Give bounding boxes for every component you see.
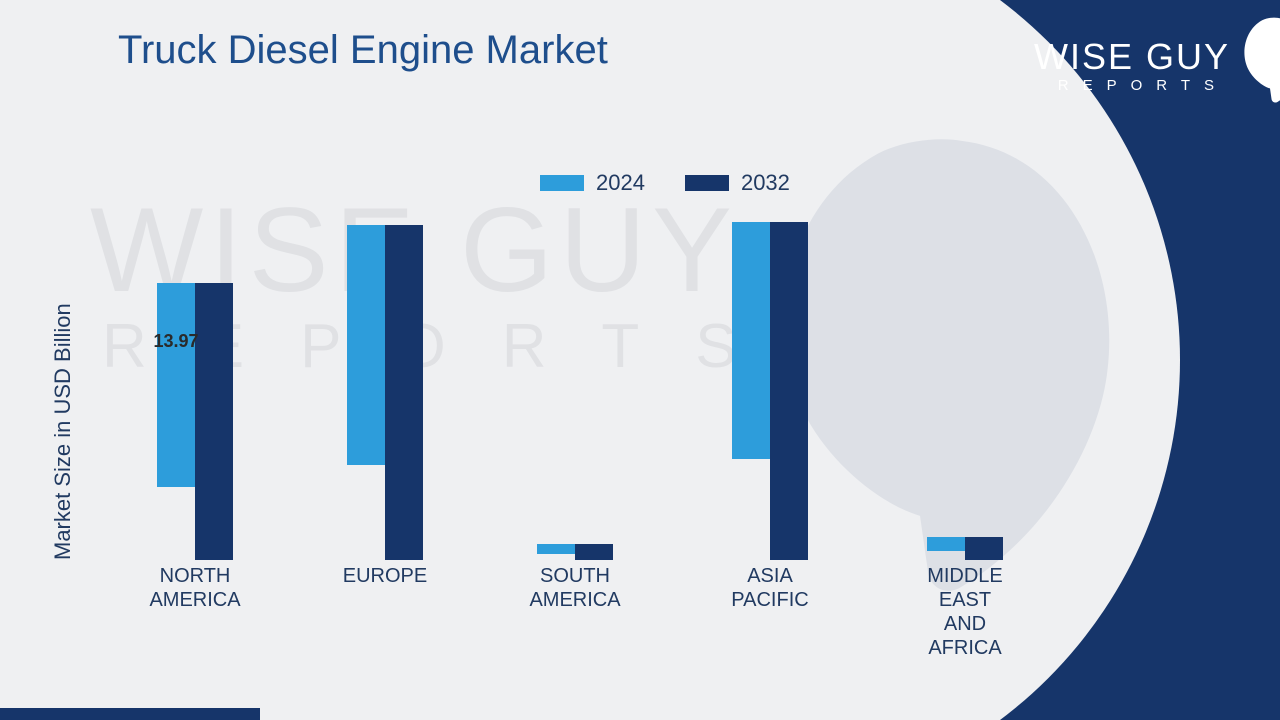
bottom-accent-bar xyxy=(0,708,260,720)
report-graphic: WISE GUY REPORTS WISE GUY REPORTS Truck … xyxy=(0,0,1280,720)
legend-item-2024: 2024 xyxy=(540,170,645,196)
logo-head-icon xyxy=(1230,14,1280,108)
plot-area: 13.97 xyxy=(110,210,1050,560)
legend: 2024 2032 xyxy=(540,170,790,196)
legend-label-2032: 2032 xyxy=(741,170,790,196)
legend-swatch-2024 xyxy=(540,175,584,191)
bar xyxy=(770,222,808,560)
chart-title: Truck Diesel Engine Market xyxy=(118,28,608,73)
bar-group xyxy=(320,225,450,560)
bar xyxy=(537,544,575,554)
brand-logo-text: WISE GUY REPORTS xyxy=(1034,38,1230,94)
bar xyxy=(347,225,385,466)
bar xyxy=(157,283,195,487)
y-axis-label: Market Size in USD Billion xyxy=(50,303,76,560)
bar-group xyxy=(900,537,1030,560)
category-label: NORTH AMERICA xyxy=(120,564,270,612)
bar-group xyxy=(130,283,260,560)
brand-logo: WISE GUY REPORTS xyxy=(980,18,1260,108)
bar xyxy=(927,537,965,552)
legend-swatch-2032 xyxy=(685,175,729,191)
value-label: 13.97 xyxy=(153,331,198,352)
legend-item-2032: 2032 xyxy=(685,170,790,196)
logo-line2: REPORTS xyxy=(1034,78,1230,94)
legend-label-2024: 2024 xyxy=(596,170,645,196)
bar xyxy=(575,544,613,560)
bar xyxy=(385,225,423,560)
bar-group xyxy=(705,222,835,560)
category-labels: NORTH AMERICA EUROPE SOUTH AMERICA ASIA PAC… xyxy=(110,564,1050,704)
bar xyxy=(965,537,1003,560)
bar-chart: 13.97 xyxy=(110,210,1050,560)
category-label: EUROPE xyxy=(310,564,460,588)
logo-line1: WISE GUY xyxy=(1034,38,1230,76)
category-label: SOUTH AMERICA xyxy=(500,564,650,612)
bar-group xyxy=(510,544,640,560)
bar xyxy=(195,283,233,560)
bar xyxy=(732,222,770,460)
category-label: ASIA PACIFIC xyxy=(695,564,845,612)
category-label: MIDDLE EAST AND AFRICA xyxy=(890,564,1040,660)
